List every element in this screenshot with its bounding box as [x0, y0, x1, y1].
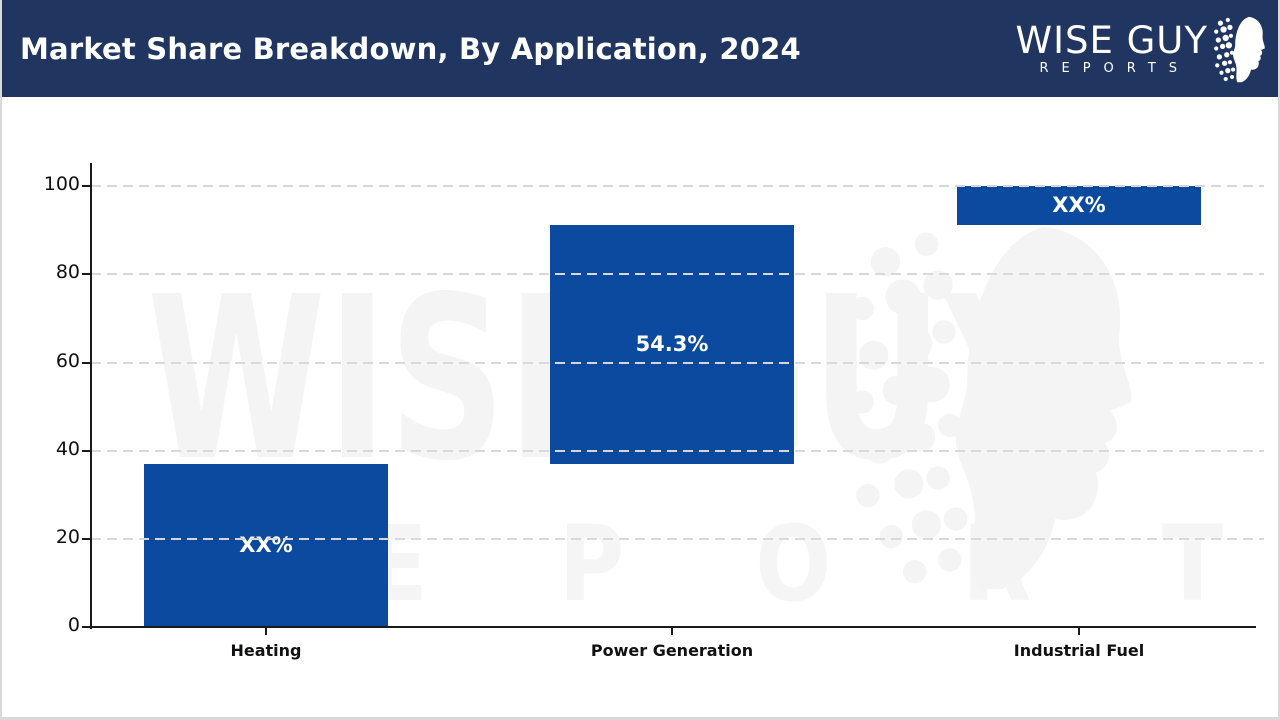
bar-value-label: XX% — [1052, 193, 1106, 218]
x-tick-mark — [671, 627, 673, 635]
bar-value-label: 54.3% — [635, 332, 709, 357]
gridline — [91, 273, 1264, 276]
dotted-head-icon — [1214, 16, 1265, 82]
gridline — [91, 537, 1264, 540]
waterfall-chart: 0 20 40 60 80 100 XX% Heating 54.3% Power Generat… — [2, 97, 1278, 717]
bar: 54.3% — [550, 224, 794, 464]
bar-value-label: XX% — [239, 533, 293, 558]
logo-subtitle: REPORTS — [1039, 61, 1191, 76]
y-tick-label: 20 — [55, 525, 80, 548]
header-band: Market Share Breakdown, By Application, … — [2, 0, 1278, 97]
x-category-label: Industrial Fuel — [1013, 641, 1145, 660]
page-title: Market Share Breakdown, By Application, … — [20, 31, 801, 66]
y-tick-mark — [82, 361, 90, 364]
gridline — [91, 185, 1264, 188]
x-category-label: Heating — [230, 641, 302, 660]
x-category-label: Power Generation — [590, 641, 754, 660]
logo-wordmark: WISE GUY — [1015, 19, 1208, 62]
gridline — [91, 361, 1264, 364]
bar: XX% — [144, 463, 388, 627]
y-tick-label: 0 — [67, 614, 80, 636]
gridline — [91, 449, 1264, 452]
wise-guy-reports-logo: WISE GUY REPORTS — [1016, 11, 1278, 87]
x-tick-mark — [265, 627, 267, 635]
y-tick-label: 100 — [43, 173, 80, 196]
x-tick-mark — [1078, 627, 1080, 635]
y-tick-mark — [82, 273, 90, 276]
y-tick-label: 60 — [55, 349, 80, 372]
y-tick-mark — [82, 626, 90, 628]
y-axis-line — [90, 163, 92, 629]
x-axis-line — [90, 626, 1256, 628]
y-tick-label: 80 — [55, 261, 80, 284]
y-tick-mark — [82, 537, 90, 540]
y-tick-mark — [82, 449, 90, 452]
logo-text: WISE GUY REPORTS — [1016, 22, 1208, 75]
y-tick-mark — [82, 185, 90, 188]
y-tick-label: 40 — [55, 437, 80, 460]
bar: XX% — [957, 186, 1201, 225]
